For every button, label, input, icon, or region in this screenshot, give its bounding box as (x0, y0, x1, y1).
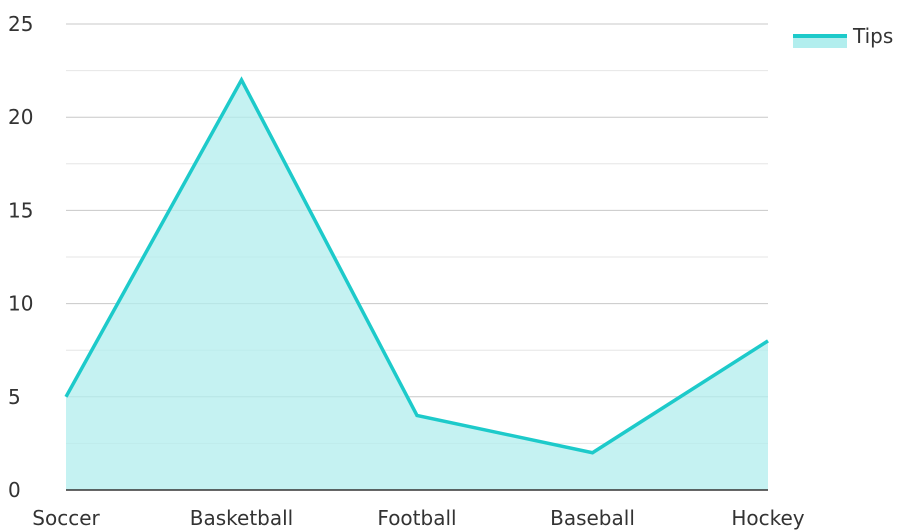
y-tick-label: 15 (8, 198, 33, 222)
area-series (64, 76, 769, 491)
x-tick-label: Football (377, 506, 456, 530)
y-tick-label: 10 (8, 292, 33, 316)
y-tick-label: 25 (8, 12, 33, 36)
x-tick-label: Hockey (731, 506, 804, 530)
x-tick-label: Baseball (550, 506, 635, 530)
x-tick-label: Basketball (190, 506, 293, 530)
axes: 0 5 10 15 20 25 Soccer Basketball Football Baseba… (8, 12, 805, 530)
legend-label-tips: Tips (852, 24, 893, 48)
legend-swatch-fill (793, 36, 847, 48)
series-area-fill (66, 79, 768, 491)
series-line (64, 76, 769, 455)
x-tick-label: Soccer (32, 506, 100, 530)
y-tick-label: 20 (8, 105, 33, 129)
legend: Tips (793, 24, 893, 48)
y-tick-label: 5 (8, 385, 21, 409)
y-tick-label: 0 (8, 478, 21, 502)
